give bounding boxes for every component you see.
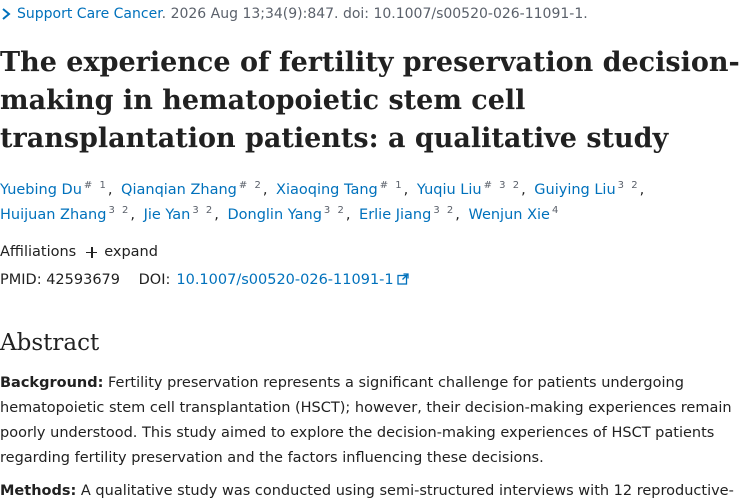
abstract-methods: Methods: A qualitative study was conduct… — [0, 479, 742, 500]
author-affiliation-ref[interactable]: # 3 2 — [483, 180, 522, 192]
doi-label: DOI: — [138, 272, 171, 288]
author-affiliation-ref[interactable]: 3 2 — [617, 180, 640, 192]
author-affiliation-ref[interactable]: 3 2 — [108, 205, 131, 217]
expand-label: expand — [104, 244, 158, 260]
background-label: Background: — [0, 375, 104, 391]
author-link[interactable]: Yuebing Du — [0, 182, 82, 198]
journal-link[interactable]: Support Care Cancer — [17, 6, 162, 22]
author-affiliation-ref[interactable]: 3 2 — [192, 205, 215, 217]
plus-icon — [86, 246, 98, 258]
author-link[interactable]: Erlie Jiang — [359, 207, 432, 223]
methods-text: A qualitative study was conducted using … — [80, 483, 734, 499]
background-text: Fertility preservation represents a sign… — [0, 375, 732, 466]
chevron-right-icon[interactable] — [0, 4, 12, 24]
author-affiliation-ref[interactable]: # 2 — [238, 180, 263, 192]
citation-details: . 2026 Aug 13;34(9):847. doi: 10.1007/s0… — [161, 6, 588, 22]
citation-line: Support Care Cancer. 2026 Aug 13;34(9):8… — [0, 4, 588, 24]
affiliations-row: Affiliations expand — [0, 242, 158, 262]
abstract-background: Background: Fertility preservation repre… — [0, 371, 742, 471]
author-affiliation-ref[interactable]: 3 2 — [323, 205, 346, 217]
author-link[interactable]: Wenjun Xie — [468, 207, 550, 223]
author-link[interactable]: Huijuan Zhang — [0, 207, 107, 223]
abstract-heading: Abstract — [0, 330, 100, 356]
expand-affiliations-button[interactable]: expand — [86, 242, 158, 262]
methods-label: Methods: — [0, 483, 77, 499]
author-link[interactable]: Guiying Liu — [534, 182, 616, 198]
affiliations-label: Affiliations — [0, 244, 77, 260]
doi-link[interactable]: 10.1007/s00520-026-11091-1 — [176, 272, 409, 288]
author-affiliation-ref[interactable]: # 1 — [379, 180, 404, 192]
author-affiliation-ref[interactable]: 4 — [551, 205, 561, 217]
identifiers-row: PMID: 42593679 DOI: 10.1007/s00520-026-11… — [0, 270, 409, 290]
author-affiliation-ref[interactable]: 3 2 — [433, 205, 456, 217]
authors-list: Yuebing Du # 1, Qianqian Zhang # 2, Xiaoqi… — [0, 180, 645, 223]
pmid-value: 42593679 — [46, 272, 121, 288]
article-title: The experience of fertility preservation… — [0, 47, 740, 154]
author-link[interactable]: Donglin Yang — [227, 207, 322, 223]
author-link[interactable]: Qianqian Zhang — [121, 182, 237, 198]
author-link[interactable]: Yuqiu Liu — [416, 182, 482, 198]
author-link[interactable]: Xiaoqing Tang — [276, 182, 378, 198]
doi-value: 10.1007/s00520-026-11091-1 — [176, 272, 394, 288]
author-link[interactable]: Jie Yan — [143, 207, 191, 223]
external-link-icon — [396, 273, 409, 285]
author-affiliation-ref[interactable]: # 1 — [83, 180, 108, 192]
abstract-body: Background: Fertility preservation repre… — [0, 371, 742, 500]
pmid-label: PMID: — [0, 272, 42, 288]
